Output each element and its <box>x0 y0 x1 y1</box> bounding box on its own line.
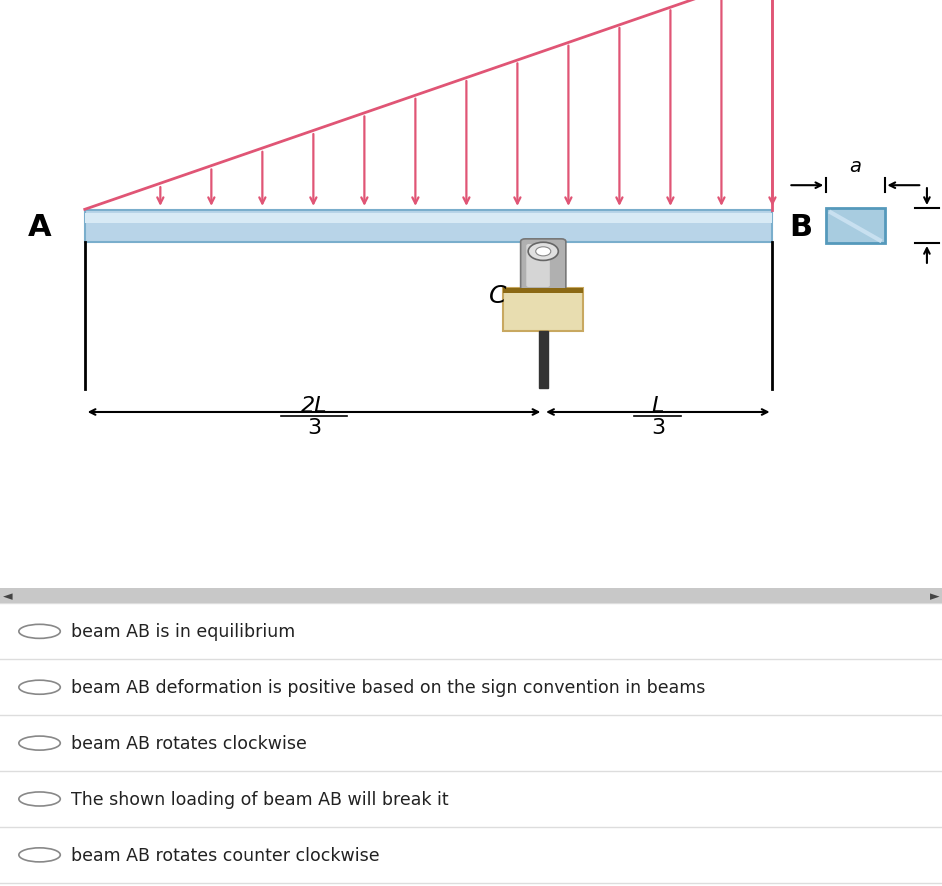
Bar <box>85 214 772 223</box>
Circle shape <box>19 848 60 862</box>
Text: ◄: ◄ <box>3 589 12 602</box>
Bar <box>503 289 583 293</box>
Text: ►: ► <box>930 589 939 602</box>
Circle shape <box>19 680 60 695</box>
Bar <box>85 211 772 243</box>
Circle shape <box>536 247 551 257</box>
FancyBboxPatch shape <box>521 239 566 291</box>
Circle shape <box>19 625 60 639</box>
Bar <box>826 209 885 244</box>
Text: a: a <box>850 157 861 175</box>
Text: beam AB rotates counter clockwise: beam AB rotates counter clockwise <box>71 846 380 864</box>
Text: 2L: 2L <box>300 395 327 416</box>
Text: beam AB is in equilibrium: beam AB is in equilibrium <box>71 623 295 641</box>
Text: A: A <box>28 213 52 241</box>
Polygon shape <box>539 331 548 388</box>
Text: C: C <box>489 284 507 307</box>
Text: L: L <box>652 395 664 416</box>
Circle shape <box>19 736 60 750</box>
Bar <box>503 289 583 331</box>
Text: 3: 3 <box>651 417 665 438</box>
Circle shape <box>19 792 60 806</box>
Circle shape <box>528 243 559 261</box>
Text: B: B <box>789 213 813 241</box>
Text: beam AB deformation is positive based on the sign convention in beams: beam AB deformation is positive based on… <box>71 679 705 696</box>
Text: The shown loading of beam AB will break it: The shown loading of beam AB will break … <box>71 790 448 808</box>
FancyBboxPatch shape <box>527 245 550 288</box>
Text: 3: 3 <box>307 417 321 438</box>
Bar <box>0 588 942 603</box>
Text: beam AB rotates clockwise: beam AB rotates clockwise <box>71 734 306 752</box>
